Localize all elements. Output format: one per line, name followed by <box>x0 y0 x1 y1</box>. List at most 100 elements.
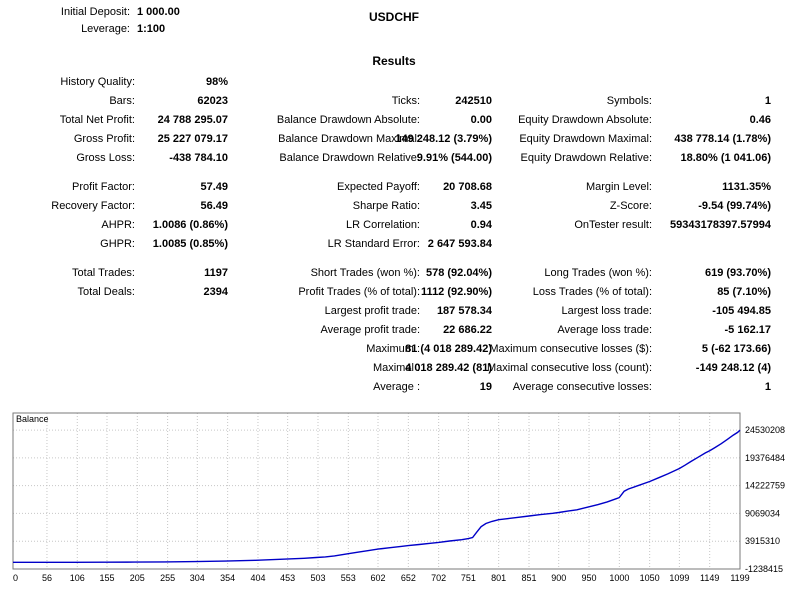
chart-border <box>12 412 741 570</box>
stat-value: -438 784.10 <box>169 152 228 164</box>
stat-row: Maximal :4 018 289.42 (81) Maximal consec… <box>0 360 788 379</box>
stat-value: 59343178397.57994 <box>670 219 771 231</box>
stat-label: Bars: <box>109 95 135 107</box>
stat-label: Balance Drawdown Maximal: <box>278 133 420 145</box>
y-axis-tick-label: 14222759 <box>745 481 785 491</box>
stat-label: Profit Trades (% of total): <box>298 286 420 298</box>
leverage-label: Leverage: <box>81 23 130 35</box>
stat-value: 98% <box>205 76 228 88</box>
symbol-title: USDCHF <box>369 10 419 24</box>
stat-value: 1112 (92.90%) <box>421 286 492 298</box>
stat-label: Sharpe Ratio: <box>352 200 420 212</box>
stat-value: -105 494.85 <box>712 305 771 317</box>
stat-label: Maximum : <box>366 343 420 355</box>
stat-row: Total Deals: 2394 Profit Trades (% of tota… <box>0 284 788 303</box>
stat-value: 4 018 289.42 (81) <box>405 362 492 374</box>
x-axis-tick-label: 652 <box>401 573 416 583</box>
x-axis-tick-label: 851 <box>521 573 536 583</box>
stat-label: AHPR: <box>101 219 135 231</box>
stat-label: LR Standard Error: <box>327 238 420 250</box>
stat-label: Expected Payoff: <box>337 181 420 193</box>
leverage-value: 1:100 <box>137 23 166 35</box>
stat-value: 1 <box>764 381 771 393</box>
stat-value: 81 (4 018 289.42) <box>405 343 492 355</box>
x-axis-tick-label: 503 <box>310 573 325 583</box>
stat-label: Average : <box>373 381 420 393</box>
stat-value: 9.91% (544.00) <box>416 152 492 164</box>
stat-label: Equity Drawdown Maximal: <box>519 133 652 145</box>
x-axis-tick-label: 106 <box>70 573 85 583</box>
balance-chart-svg: 0 56 106 155 205 255 304 354 404 453 503 553 602 652 7… <box>12 412 785 583</box>
stat-row: Bars: 62023 Ticks: 242510 Symbols: 1 <box>0 93 788 112</box>
initial-deposit-label: Initial Deposit: <box>60 6 130 18</box>
stat-value: -9.54 (99.74%) <box>698 200 771 212</box>
stat-value: 25 227 079.17 <box>157 133 228 145</box>
x-axis-tick-label: 900 <box>551 573 566 583</box>
stat-label: Average profit trade: <box>320 324 420 336</box>
stats-section: Total Trades: 1197 Short Trades (won %): 57… <box>0 265 788 398</box>
stat-label: Maximal consecutive loss (count): <box>486 362 652 374</box>
stat-label: GHPR: <box>100 238 135 250</box>
stat-value: 18.80% (1 041.06) <box>680 152 771 164</box>
stat-label: Long Trades (won %): <box>544 267 652 279</box>
initial-deposit-value: 1 000.00 <box>137 6 180 18</box>
stat-label: Profit Factor: <box>72 181 135 193</box>
x-axis-tick-label: 354 <box>220 573 235 583</box>
results-heading: Results <box>372 54 416 68</box>
stat-label: Balance Drawdown Absolute: <box>276 114 420 126</box>
stat-label: Equity Drawdown Absolute: <box>518 114 652 126</box>
stats-section: History Quality: 98% Bars: 62023 Ticks: 24251… <box>0 74 788 169</box>
stat-label: Largest loss trade: <box>561 305 653 317</box>
stat-value: 187 578.34 <box>436 305 492 317</box>
stat-row: Gross Loss: -438 784.10 Balance Drawdown R… <box>0 150 788 169</box>
stat-label: History Quality: <box>60 76 135 88</box>
y-axis-tick-label: 3915310 <box>745 536 780 546</box>
stat-label: Maximal : <box>372 362 420 374</box>
stat-value: 438 778.14 (1.78%) <box>674 133 771 145</box>
x-axis-tick-label: 155 <box>99 573 114 583</box>
stat-value: 1131.35% <box>722 181 771 193</box>
x-axis-tick-label: 0 <box>13 573 18 583</box>
stat-label: OnTester result: <box>574 219 652 231</box>
stat-label: Total Trades: <box>72 267 135 279</box>
stat-row: Gross Profit: 25 227 079.17 Balance Drawdo… <box>0 131 788 150</box>
stat-value: 1197 <box>204 267 228 279</box>
stat-label: Z-Score: <box>609 200 652 212</box>
stat-row: Average profit trade: 22 686.22 Average lo… <box>0 322 788 341</box>
stat-value: 56.49 <box>200 200 228 212</box>
stat-value: 1 <box>764 95 771 107</box>
stat-value: 57.49 <box>200 181 228 193</box>
stat-label: Average loss trade: <box>557 324 652 336</box>
balance-line <box>13 429 741 564</box>
stat-label: Short Trades (won %): <box>310 267 420 279</box>
stat-value: 619 (93.70%) <box>704 267 771 279</box>
stat-value: -5 162.17 <box>724 324 771 336</box>
x-axis-tick-label: 1000 <box>609 573 629 583</box>
x-axis-tick-label: 1149 <box>700 573 719 583</box>
chart-series-label: Balance <box>16 414 49 424</box>
stat-value: 19 <box>479 381 492 393</box>
stat-row: AHPR: 1.0086 (0.86%) LR Correlation: 0.94 On… <box>0 217 788 236</box>
y-axis-tick-label: 19376484 <box>745 453 785 463</box>
x-axis-tick-label: 553 <box>341 573 356 583</box>
stat-label: Gross Profit: <box>73 133 135 145</box>
stat-value: 62023 <box>197 95 228 107</box>
x-axis-tick-label: 205 <box>130 573 145 583</box>
stat-row: History Quality: 98% <box>0 74 788 93</box>
stat-label: Loss Trades (% of total): <box>532 286 652 298</box>
x-axis-tick-label: 950 <box>582 573 597 583</box>
x-axis-tick-label: 751 <box>461 573 476 583</box>
stat-value: 3.45 <box>470 200 492 212</box>
stat-value: 1.0085 (0.85%) <box>152 238 228 250</box>
stat-value: 5 (-62 173.66) <box>701 343 771 355</box>
x-axis-tick-label: 1199 <box>730 573 749 583</box>
y-axis-tick-label: -1238415 <box>745 564 783 574</box>
stat-label: Equity Drawdown Relative: <box>520 152 652 164</box>
stat-value: 242510 <box>455 95 492 107</box>
balance-chart: 0 56 106 155 205 255 304 354 404 453 503 553 602 652 7… <box>12 412 788 592</box>
stat-label: Total Deals: <box>77 286 135 298</box>
stat-value: 85 (7.10%) <box>717 286 771 298</box>
stat-label: Balance Drawdown Relative: <box>279 152 420 164</box>
x-axis-tick-label: 602 <box>371 573 386 583</box>
